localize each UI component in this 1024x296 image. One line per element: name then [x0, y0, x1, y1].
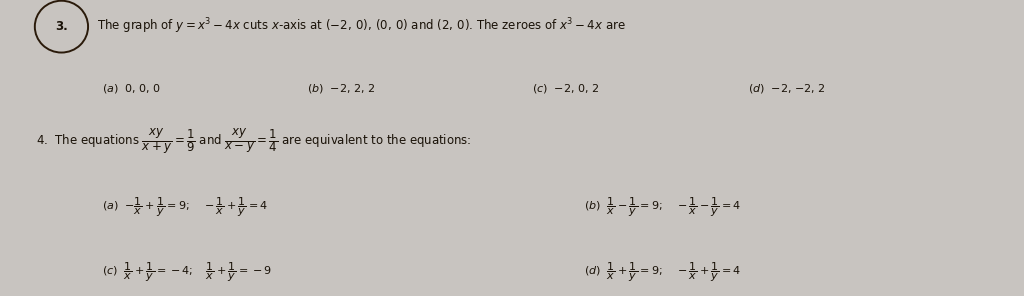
- Text: $(c)$  $\dfrac{1}{x}+\dfrac{1}{y}=-4;\quad \dfrac{1}{x}+\dfrac{1}{y}=-9$: $(c)$ $\dfrac{1}{x}+\dfrac{1}{y}=-4;\qua…: [102, 260, 272, 284]
- Text: $(d)$  $-$2, $-$2, 2: $(d)$ $-$2, $-$2, 2: [748, 82, 825, 95]
- Text: $(d)$  $\dfrac{1}{x}+\dfrac{1}{y}=9;\quad -\dfrac{1}{x}+\dfrac{1}{y}=4$: $(d)$ $\dfrac{1}{x}+\dfrac{1}{y}=9;\quad…: [584, 260, 741, 284]
- Text: 4.  The equations $\dfrac{xy}{x+y}=\dfrac{1}{9}$ and $\dfrac{xy}{x-y}=\dfrac{1}{: 4. The equations $\dfrac{xy}{x+y}=\dfrac…: [36, 128, 471, 156]
- Text: $(b)$  $\dfrac{1}{x}-\dfrac{1}{y}=9;\quad -\dfrac{1}{x}-\dfrac{1}{y}=4$: $(b)$ $\dfrac{1}{x}-\dfrac{1}{y}=9;\quad…: [584, 195, 741, 219]
- Text: $(a)$  $-\dfrac{1}{x}+\dfrac{1}{y}=9;\quad -\dfrac{1}{x}+\dfrac{1}{y}=4$: $(a)$ $-\dfrac{1}{x}+\dfrac{1}{y}=9;\qua…: [102, 195, 268, 219]
- Text: 3.: 3.: [55, 20, 68, 33]
- Text: $(b)$  $-$2, 2, 2: $(b)$ $-$2, 2, 2: [307, 82, 376, 95]
- Text: $(c)$  $-$2, 0, 2: $(c)$ $-$2, 0, 2: [532, 82, 600, 95]
- Text: The graph of $y=x^3-4x$ cuts $x$-axis at $(-2,\,0),\,(0,\,0)$ and $(2,\,0)$. The: The graph of $y=x^3-4x$ cuts $x$-axis at…: [97, 17, 626, 36]
- Text: $(a)$  0, 0, 0: $(a)$ 0, 0, 0: [102, 82, 162, 95]
